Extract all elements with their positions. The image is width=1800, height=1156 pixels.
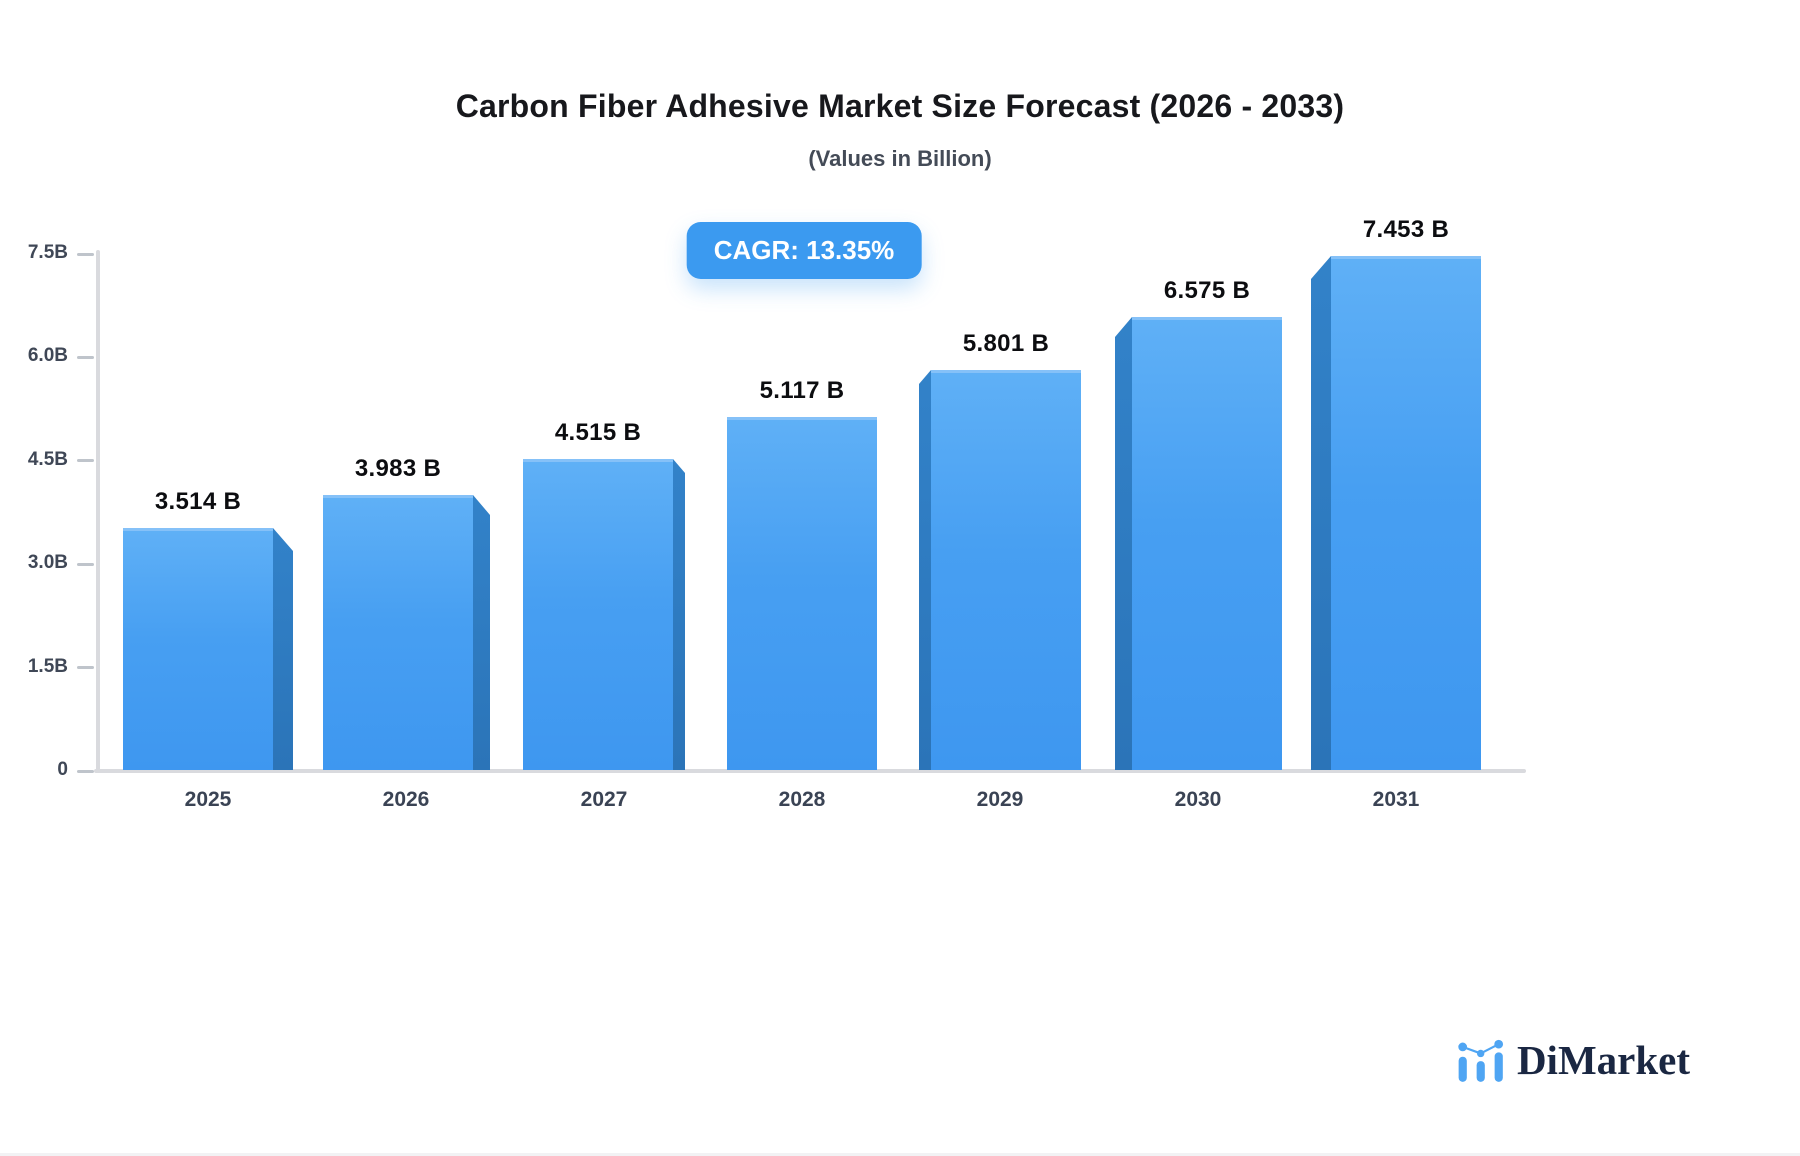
- y-axis-tick: [77, 355, 94, 359]
- bar-value-label: 4.515 B: [554, 419, 642, 446]
- bar-value-label: 5.801 B: [962, 330, 1050, 357]
- y-axis-tick-label: 6.0B: [27, 345, 68, 367]
- logo-bar-chart-icon: [1458, 1039, 1503, 1082]
- bar-2028: [727, 417, 877, 770]
- bar-front-face: [323, 495, 473, 770]
- y-axis-tick-label: 0: [57, 759, 68, 780]
- bar-side-face: [1115, 317, 1132, 770]
- x-axis-baseline: [94, 769, 1526, 773]
- logo-text: DiMarket: [1516, 1036, 1690, 1083]
- chart-title: Carbon Fiber Adhesive Market Size Foreca…: [455, 88, 1345, 124]
- cagr-badge: CAGR: 13.35%: [686, 222, 922, 279]
- bar-2029: [919, 370, 1081, 770]
- bar-front-face: [1331, 256, 1481, 770]
- y-axis-tick: [77, 769, 94, 773]
- x-axis-year-label: 2027: [580, 788, 628, 811]
- x-axis-year-label: 2025: [184, 788, 232, 811]
- bar-front-face: [523, 459, 673, 770]
- bar-front-face: [1132, 317, 1282, 770]
- y-axis-tick-label: 4.5B: [27, 448, 68, 470]
- y-axis-tick-label: 1.5B: [27, 655, 68, 677]
- y-axis-tick: [77, 666, 94, 670]
- y-axis-tick-label: 3.0B: [27, 552, 68, 574]
- x-axis-year-label: 2026: [382, 788, 430, 811]
- brand-logo: DiMarket: [1457, 1036, 1690, 1084]
- x-axis-year-label: 2028: [778, 788, 826, 811]
- bar-2031: [1311, 256, 1481, 770]
- bar-value-label: 3.983 B: [354, 455, 442, 482]
- y-axis-tick: [77, 562, 94, 566]
- bar-side-face: [273, 528, 293, 770]
- x-axis-year-label: 2030: [1174, 788, 1222, 811]
- chart-subtitle: (Values in Billion): [808, 146, 992, 171]
- bar-front-face: [123, 528, 273, 770]
- x-axis-year-label: 2029: [976, 788, 1024, 811]
- y-axis-line: [96, 250, 100, 773]
- bar-front-face: [931, 370, 1081, 770]
- bar-value-label: 5.117 B: [759, 377, 845, 404]
- bar-2027: [523, 459, 685, 770]
- bar-side-face: [1311, 256, 1331, 770]
- bar-front-face: [727, 417, 877, 770]
- bar-2026: [323, 495, 490, 770]
- bar-2030: [1115, 317, 1282, 770]
- y-axis-tick: [77, 459, 94, 463]
- bar-value-label: 3.514 B: [154, 488, 242, 515]
- bar-side-face: [919, 370, 931, 770]
- bar-side-face: [473, 495, 490, 770]
- bar-side-face: [673, 459, 685, 770]
- bar-value-label: 7.453 B: [1362, 216, 1450, 243]
- bar-2025: [123, 528, 293, 770]
- bar-value-label: 6.575 B: [1163, 277, 1251, 304]
- x-axis-year-label: 2031: [1372, 788, 1420, 811]
- y-axis-tick: [77, 252, 94, 256]
- y-axis-tick-label: 7.5B: [27, 242, 68, 263]
